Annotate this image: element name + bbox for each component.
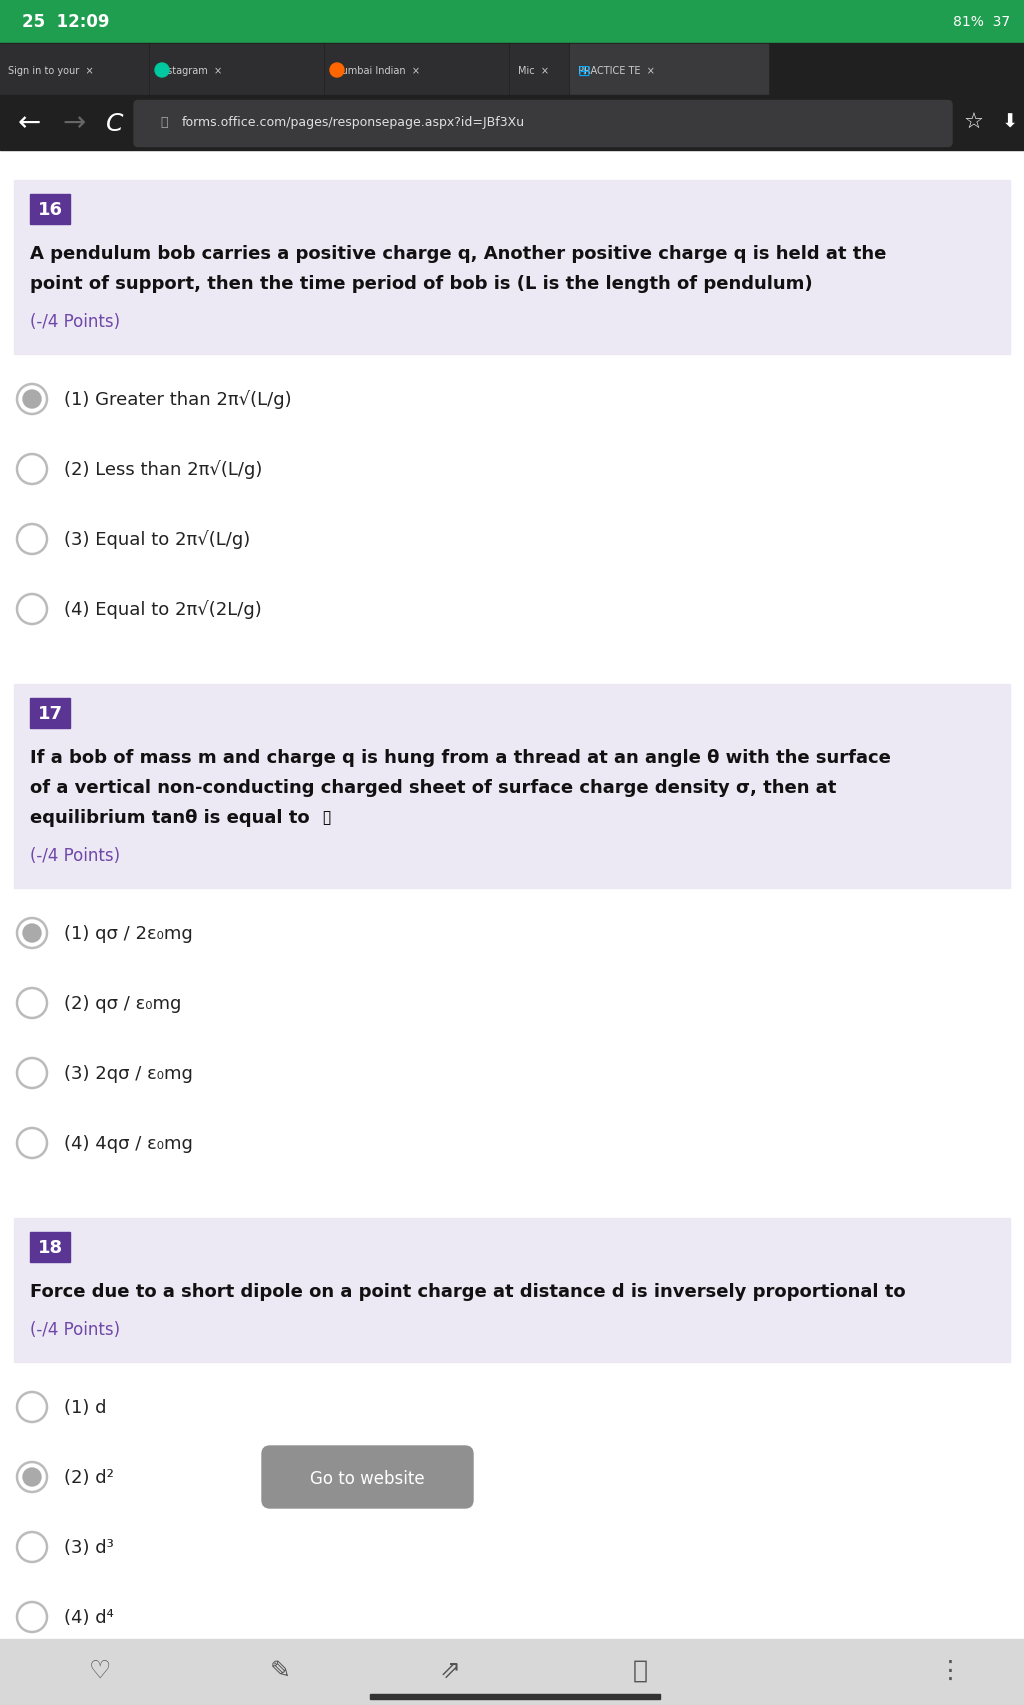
Circle shape — [155, 65, 169, 78]
Text: (3) d³: (3) d³ — [63, 1538, 114, 1557]
Circle shape — [17, 989, 47, 1018]
Text: (-/4 Points): (-/4 Points) — [30, 846, 120, 864]
Circle shape — [23, 924, 41, 943]
Text: (4) Equal to 2π√(2L/g): (4) Equal to 2π√(2L/g) — [63, 600, 262, 619]
Circle shape — [17, 1129, 47, 1158]
Text: (3) Equal to 2π√(L/g): (3) Equal to 2π√(L/g) — [63, 530, 250, 549]
Text: (-/4 Points): (-/4 Points) — [30, 1320, 120, 1338]
Text: If a bob of mass m and charge q is hung from a thread at an angle θ with the sur: If a bob of mass m and charge q is hung … — [30, 748, 891, 767]
FancyBboxPatch shape — [134, 101, 952, 147]
Text: ⋮: ⋮ — [938, 1657, 963, 1683]
Circle shape — [17, 525, 47, 554]
Bar — [0, 95, 1024, 152]
Circle shape — [17, 385, 47, 414]
Text: Instagram  ×: Instagram × — [158, 66, 222, 77]
Text: ☆: ☆ — [964, 113, 984, 133]
Bar — [30, 1233, 70, 1262]
Bar — [30, 699, 70, 728]
Text: →: → — [62, 109, 85, 138]
Text: (4) 4qσ / ε₀mg: (4) 4qσ / ε₀mg — [63, 1134, 193, 1153]
Text: 17: 17 — [38, 704, 62, 723]
Text: (1) d: (1) d — [63, 1398, 106, 1417]
Text: Go to website: Go to website — [310, 1470, 425, 1487]
Bar — [14, 685, 1010, 888]
Text: (1) Greater than 2π√(L/g): (1) Greater than 2π√(L/g) — [63, 390, 292, 409]
Text: A pendulum bob carries a positive charge q, Another positive charge q is held at: A pendulum bob carries a positive charge… — [30, 246, 887, 263]
Text: (2) Less than 2π√(L/g): (2) Less than 2π√(L/g) — [63, 460, 262, 479]
Bar — [0, 44, 148, 95]
Text: ♡: ♡ — [89, 1657, 112, 1683]
Text: of a vertical non-conducting charged sheet of surface charge density σ, then at: of a vertical non-conducting charged she… — [30, 779, 837, 796]
Circle shape — [330, 65, 344, 78]
Circle shape — [17, 595, 47, 624]
Text: (1) qσ / 2ε₀mg: (1) qσ / 2ε₀mg — [63, 924, 193, 943]
Text: 81%  37: 81% 37 — [953, 15, 1010, 29]
Text: (2) d²: (2) d² — [63, 1468, 114, 1487]
Circle shape — [17, 919, 47, 948]
Text: 25  12:09: 25 12:09 — [22, 14, 110, 31]
Text: (-/4 Points): (-/4 Points) — [30, 312, 120, 331]
Text: ⊞: ⊞ — [578, 63, 591, 78]
Text: 18: 18 — [38, 1238, 62, 1257]
Text: Force due to a short dipole on a point charge at distance d is inversely proport: Force due to a short dipole on a point c… — [30, 1282, 905, 1301]
Bar — [14, 181, 1010, 355]
Text: 🗑: 🗑 — [633, 1657, 647, 1683]
Bar — [570, 44, 768, 95]
Text: equilibrium tanθ is equal to  ▯: equilibrium tanθ is equal to ▯ — [30, 808, 332, 827]
Bar — [0, 0, 1024, 44]
Text: Mic  ×: Mic × — [518, 66, 549, 77]
Bar — [0, 1639, 1024, 1705]
Text: ←: ← — [18, 109, 41, 138]
Circle shape — [17, 1393, 47, 1422]
Bar — [325, 44, 508, 95]
Text: ⇗: ⇗ — [439, 1657, 461, 1683]
Text: Sign in to your  ×: Sign in to your × — [8, 66, 93, 77]
Circle shape — [23, 1468, 41, 1487]
Circle shape — [17, 1463, 47, 1492]
Circle shape — [23, 390, 41, 409]
Bar — [14, 1219, 1010, 1362]
Text: 🔒: 🔒 — [160, 116, 168, 130]
FancyBboxPatch shape — [262, 1446, 473, 1509]
Circle shape — [17, 1059, 47, 1088]
Circle shape — [17, 455, 47, 484]
Text: 16: 16 — [38, 201, 62, 218]
Text: forms.office.com/pages/responsepage.aspx?id=JBf3Xu: forms.office.com/pages/responsepage.aspx… — [182, 116, 525, 130]
Text: (4) d⁴: (4) d⁴ — [63, 1608, 114, 1627]
Bar — [150, 44, 323, 95]
Bar — [30, 194, 70, 225]
Circle shape — [17, 1603, 47, 1632]
Bar — [0, 44, 1024, 95]
Bar — [370, 1695, 660, 1698]
Text: C: C — [106, 111, 124, 135]
Text: (3) 2qσ / ε₀mg: (3) 2qσ / ε₀mg — [63, 1064, 193, 1083]
Text: (2) qσ / ε₀mg: (2) qσ / ε₀mg — [63, 994, 181, 1013]
Text: PRACTICE TE  ×: PRACTICE TE × — [578, 66, 655, 77]
Bar — [510, 44, 568, 95]
Text: ⬇: ⬇ — [1002, 113, 1019, 131]
Circle shape — [17, 1533, 47, 1562]
Text: Mumbai Indian  ×: Mumbai Indian × — [333, 66, 420, 77]
Text: point of support, then the time period of bob is (L is the length of pendulum): point of support, then the time period o… — [30, 275, 813, 293]
Text: ✎: ✎ — [269, 1657, 291, 1683]
